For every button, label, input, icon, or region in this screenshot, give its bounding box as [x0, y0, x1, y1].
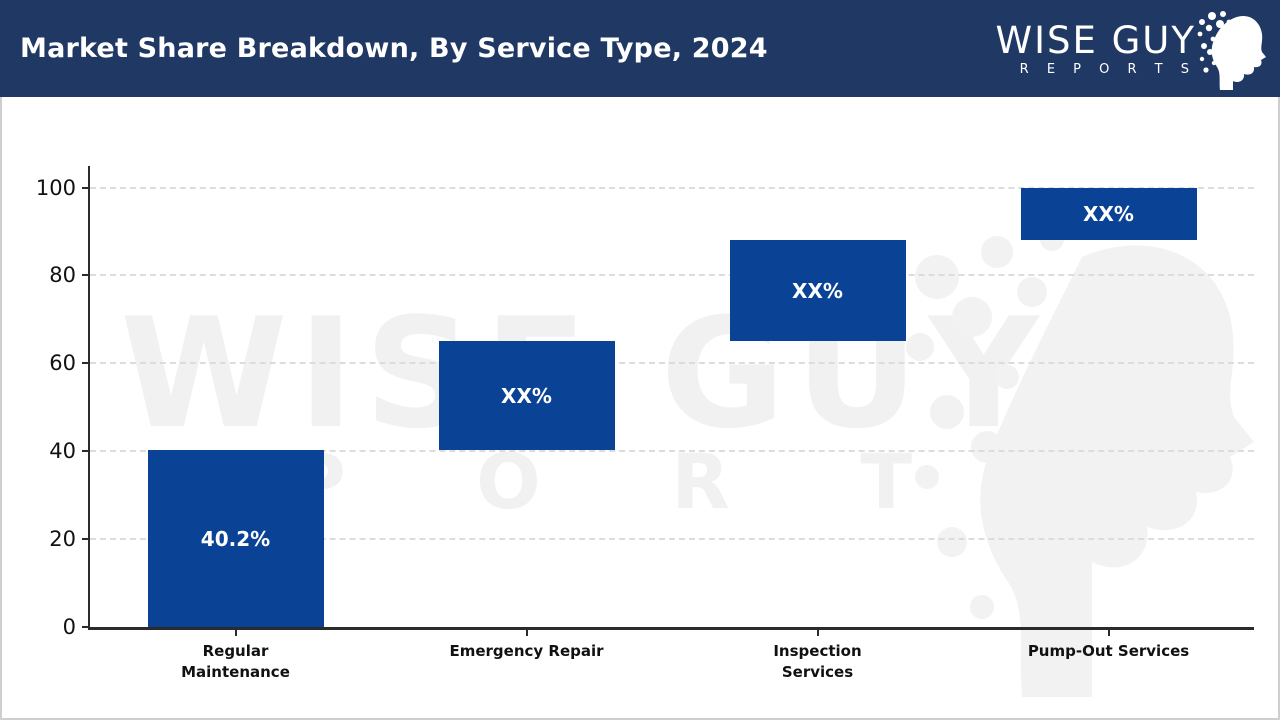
gridline	[90, 362, 1254, 365]
dotted-head-icon	[1197, 11, 1266, 90]
bar-value-label: 40.2%	[200, 526, 271, 551]
x-axis-tick	[525, 627, 528, 636]
x-axis-spine	[88, 627, 1254, 630]
y-axis-tick	[82, 626, 90, 628]
gridline	[90, 274, 1254, 277]
y-axis-tick-label: 0	[62, 615, 76, 639]
y-axis-tick-label: 20	[49, 527, 76, 552]
brand-logo: WISE GUY R E P O R T S	[996, 8, 1268, 90]
bar-pump-out-services: XX%	[1020, 187, 1197, 241]
x-category-label: Emergency Repair	[449, 642, 604, 660]
page-title: Market Share Breakdown, By Service Type,…	[20, 33, 768, 64]
y-axis-tick	[82, 450, 90, 453]
x-axis-tick	[816, 627, 819, 636]
bar-emergency-repair: XX%	[438, 341, 615, 451]
y-axis-tick	[82, 362, 90, 365]
y-axis-tick	[82, 538, 90, 541]
header-band: Market Share Breakdown, By Service Type,…	[0, 0, 1280, 97]
x-category-label: Pump-Out Services	[1027, 642, 1190, 660]
brand-name: WISE GUY	[995, 19, 1196, 62]
y-axis-tick	[82, 274, 90, 277]
y-axis-tick-label: 100	[35, 175, 76, 200]
x-axis-tick	[234, 627, 237, 636]
bar-inspection-services: XX%	[729, 240, 906, 342]
gridline	[90, 538, 1254, 541]
y-axis-tick-label: 60	[49, 351, 76, 376]
bar-value-label: XX%	[792, 278, 843, 303]
y-axis-tick-label: 40	[49, 439, 76, 464]
gridline	[90, 186, 1254, 189]
brand-subtitle: R E P O R T S	[1019, 62, 1196, 77]
x-axis-tick	[1107, 627, 1110, 636]
bar-value-label: XX%	[501, 383, 552, 408]
watermark-head-icon	[906, 227, 1254, 697]
bar-value-label: XX%	[1083, 201, 1134, 226]
y-axis-tick	[82, 186, 90, 189]
y-axis-spine	[88, 165, 90, 630]
gridline	[90, 450, 1254, 453]
x-category-label: Inspection Services	[773, 642, 862, 681]
brand-logo-text: WISE GUY R E P O R T S	[995, 19, 1196, 78]
x-category-label: Regular Maintenance	[181, 642, 290, 681]
bar-regular-maintenance: 40.2%	[147, 450, 324, 627]
chart-area: WISE GUY P O R T S 40.2% XX% XX% XX% 0 20 40 6…	[0, 97, 1280, 720]
y-axis-tick-label: 80	[49, 263, 76, 288]
